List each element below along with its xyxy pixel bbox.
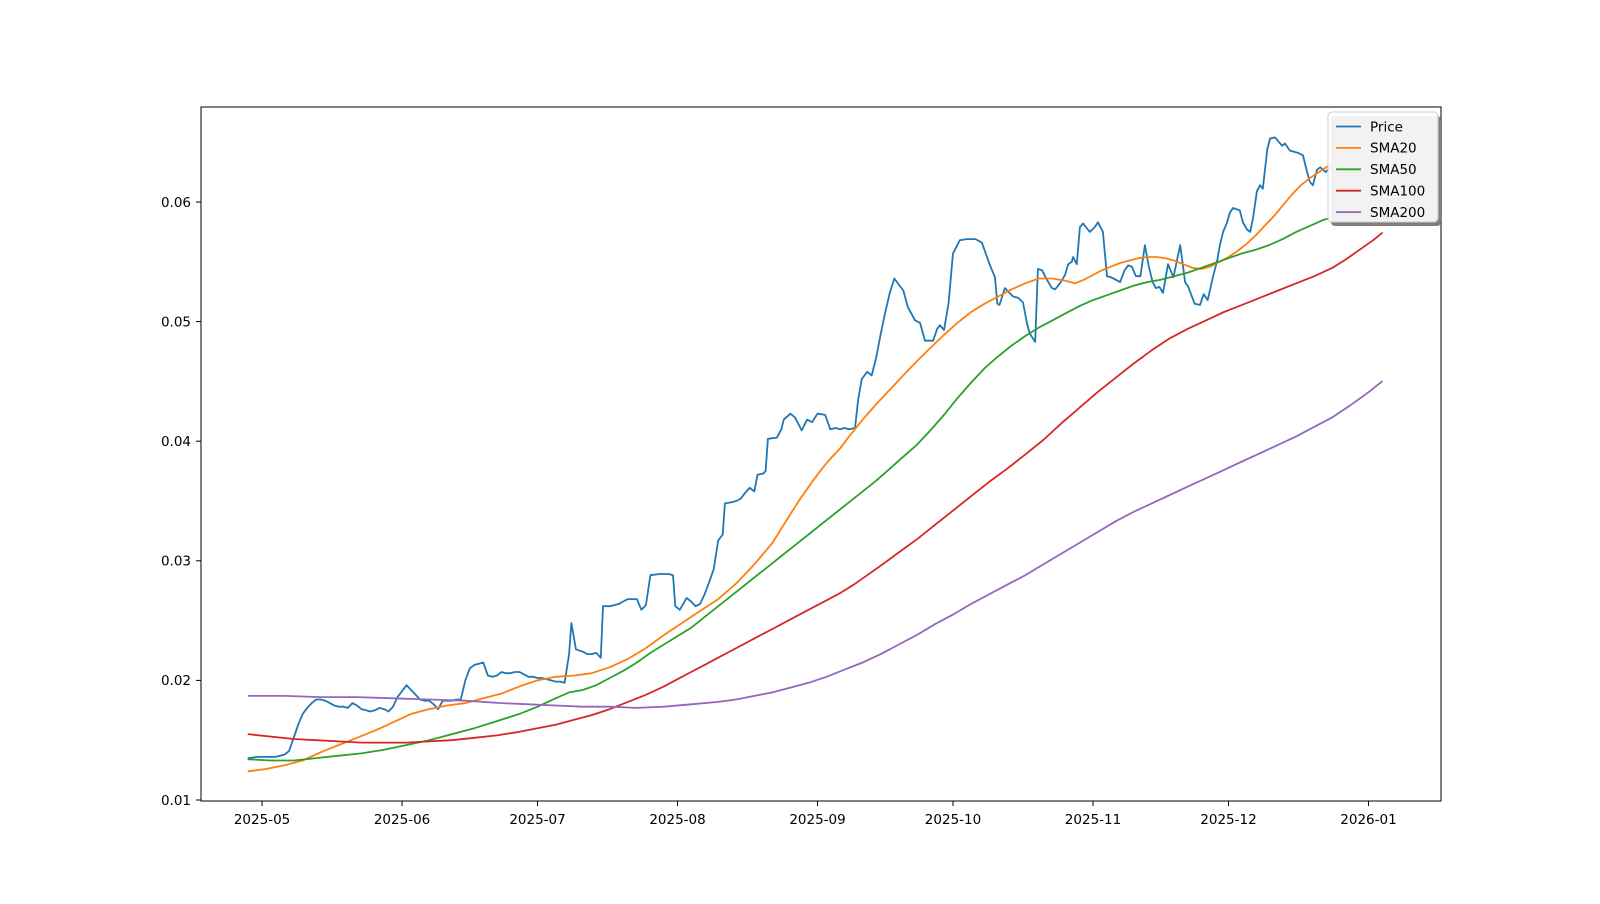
series-line-sma20 <box>247 148 1383 773</box>
x-tick-label-2026-01: 2026-01 <box>1340 812 1396 828</box>
legend-entry-price: Price <box>1336 119 1403 135</box>
legend-label-sma50: SMA50 <box>1370 162 1417 178</box>
legend-entry-sma50: SMA50 <box>1336 162 1417 178</box>
plot-frame <box>200 106 1442 802</box>
x-tick-label-2025-08: 2025-08 <box>649 812 705 828</box>
series-line-sma200 <box>247 380 1383 709</box>
x-tick-label-2025-06: 2025-06 <box>374 812 430 828</box>
x-tick-label-2025-11: 2025-11 <box>1065 812 1121 828</box>
x-tick-label-2025-07: 2025-07 <box>509 812 565 828</box>
legend-entry-sma200: SMA200 <box>1336 205 1425 221</box>
y-tick-label-0.04: 0.04 <box>161 434 191 450</box>
x-tick-label-2025-09: 2025-09 <box>789 812 845 828</box>
y-tick-label-0.06: 0.06 <box>161 195 191 211</box>
y-tick-label-0.01: 0.01 <box>161 793 191 809</box>
y-tick-label-0.02: 0.02 <box>161 673 191 689</box>
x-tick-label-2025-05: 2025-05 <box>234 812 290 828</box>
legend-label-sma200: SMA200 <box>1370 205 1425 221</box>
x-tick-label-2025-10: 2025-10 <box>925 812 981 828</box>
series-line-price <box>247 136 1383 759</box>
legend-label-sma100: SMA100 <box>1370 184 1425 200</box>
legend-entry-sma20: SMA20 <box>1336 141 1417 157</box>
series-line-sma50 <box>247 207 1383 762</box>
legend-label-price: Price <box>1370 119 1403 135</box>
legend-box <box>1327 111 1439 223</box>
x-tick-label-2025-12: 2025-12 <box>1200 812 1256 828</box>
y-tick-label-0.05: 0.05 <box>161 314 191 330</box>
legend-entry-sma100: SMA100 <box>1336 184 1425 200</box>
series-line-sma100 <box>247 232 1383 744</box>
y-tick-label-0.03: 0.03 <box>161 554 191 570</box>
legend-label-sma20: SMA20 <box>1370 141 1417 157</box>
